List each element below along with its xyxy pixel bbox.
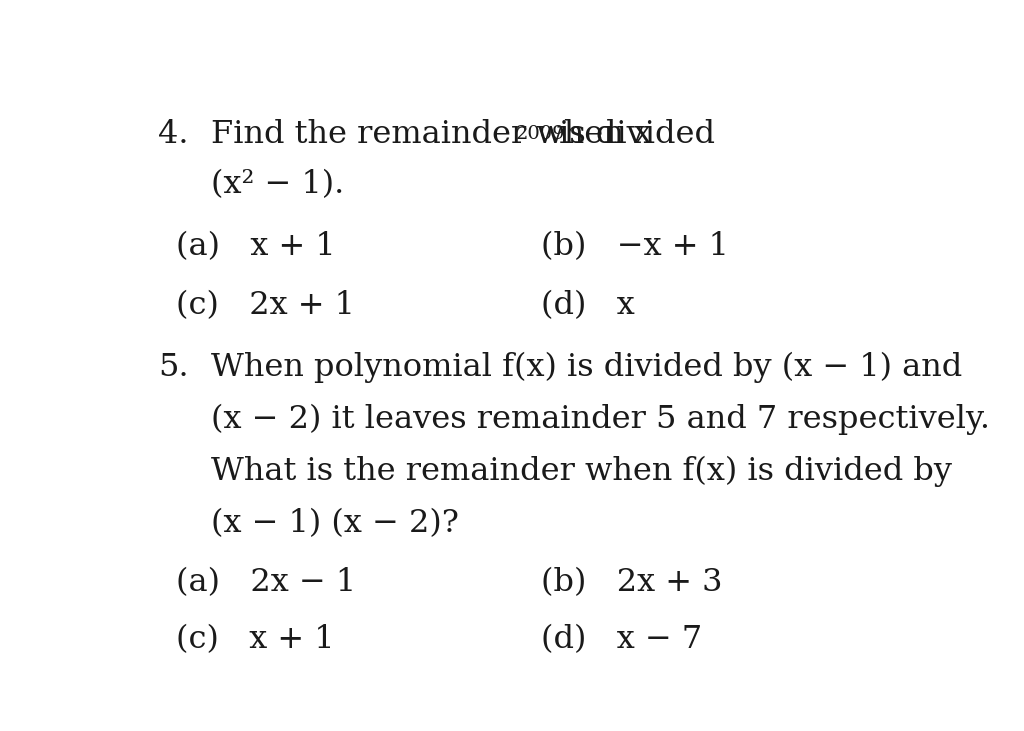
Text: (b)   −x + 1: (b) −x + 1 — [541, 231, 728, 262]
Text: 4.: 4. — [158, 118, 188, 150]
Text: (x² − 1).: (x² − 1). — [211, 170, 345, 200]
Text: (a)   2x − 1: (a) 2x − 1 — [176, 567, 355, 598]
Text: (d)   x − 7: (d) x − 7 — [541, 624, 701, 654]
Text: (d)   x: (d) x — [541, 290, 635, 322]
Text: is divided: is divided — [550, 118, 716, 150]
Text: 5.: 5. — [158, 352, 188, 383]
Text: What is the remainder when f(x) is divided by: What is the remainder when f(x) is divid… — [211, 456, 952, 487]
Text: (c)   x + 1: (c) x + 1 — [176, 624, 334, 654]
Text: (x − 1) (x − 2)?: (x − 1) (x − 2)? — [211, 507, 459, 539]
Text: Find the remainder when x: Find the remainder when x — [211, 118, 652, 150]
Text: (x − 2) it leaves remainder 5 and 7 respectively.: (x − 2) it leaves remainder 5 and 7 resp… — [211, 404, 990, 435]
Text: (b)   2x + 3: (b) 2x + 3 — [541, 567, 722, 598]
Text: 2009: 2009 — [516, 126, 565, 143]
Text: When polynomial f(x) is divided by (x − 1) and: When polynomial f(x) is divided by (x − … — [211, 352, 963, 384]
Text: (a)   x + 1: (a) x + 1 — [176, 231, 335, 262]
Text: (c)   2x + 1: (c) 2x + 1 — [176, 290, 354, 322]
